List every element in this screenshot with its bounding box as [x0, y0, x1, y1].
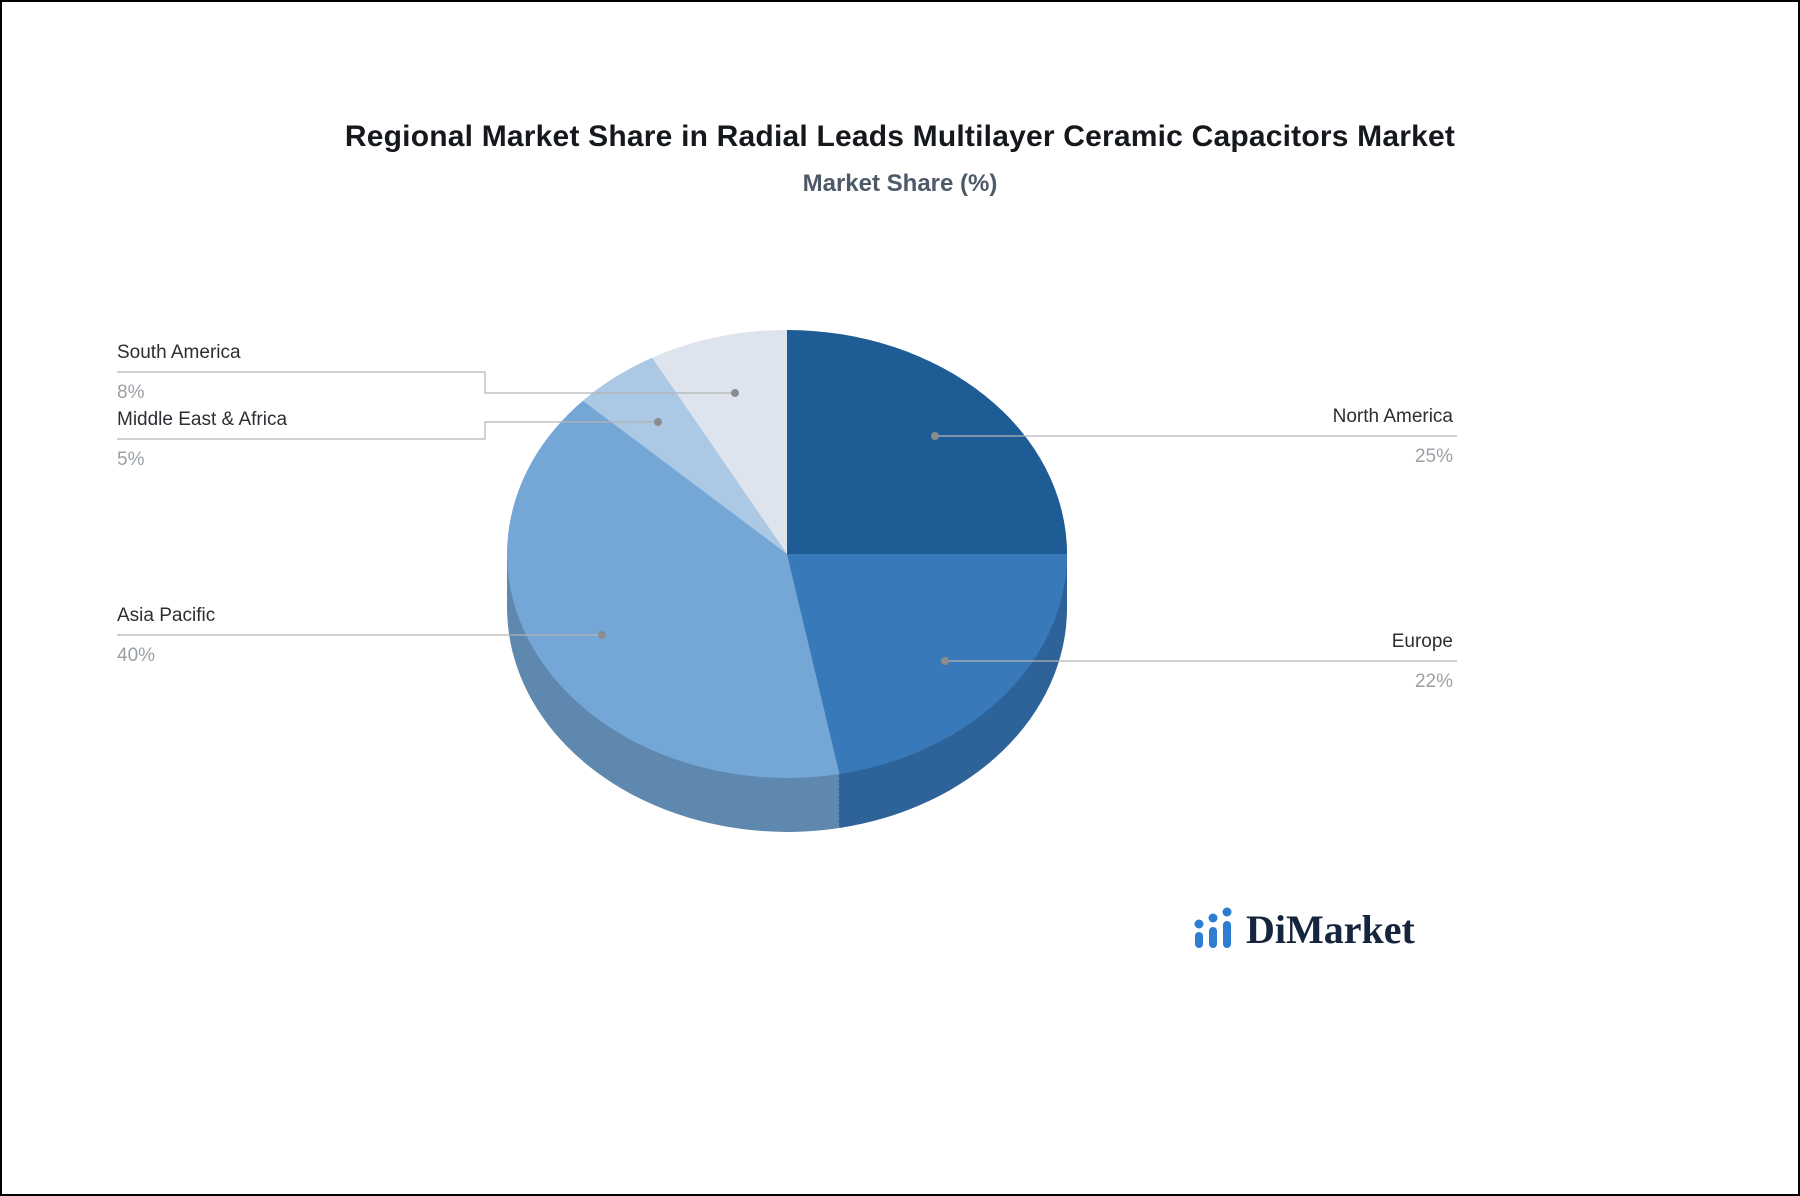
leader-dot: [654, 418, 662, 426]
pie-slice-south-america[interactable]: [652, 330, 787, 554]
leader-line: [117, 371, 735, 394]
leader-dot: [941, 657, 949, 665]
pie-slice-europe[interactable]: [787, 554, 1067, 774]
leader-dot: [931, 432, 939, 440]
pie-slice-asia-pacific[interactable]: [507, 400, 840, 778]
leader-dot: [598, 631, 606, 639]
chart-subtitle: Market Share (%): [802, 170, 998, 197]
brand-logo: DiMarket: [1190, 905, 1415, 953]
brand-logo-icon: [1194, 907, 1232, 948]
chart-title: Regional Market Share in Radial Leads Mu…: [344, 120, 1456, 153]
pie-slice-middle-east-africa[interactable]: [582, 357, 787, 554]
leader-dot: [731, 389, 739, 397]
pie-slice-north-america[interactable]: [787, 330, 1067, 554]
leader-line: [117, 421, 658, 440]
brand-logo-text: DiMarket: [1246, 906, 1415, 952]
